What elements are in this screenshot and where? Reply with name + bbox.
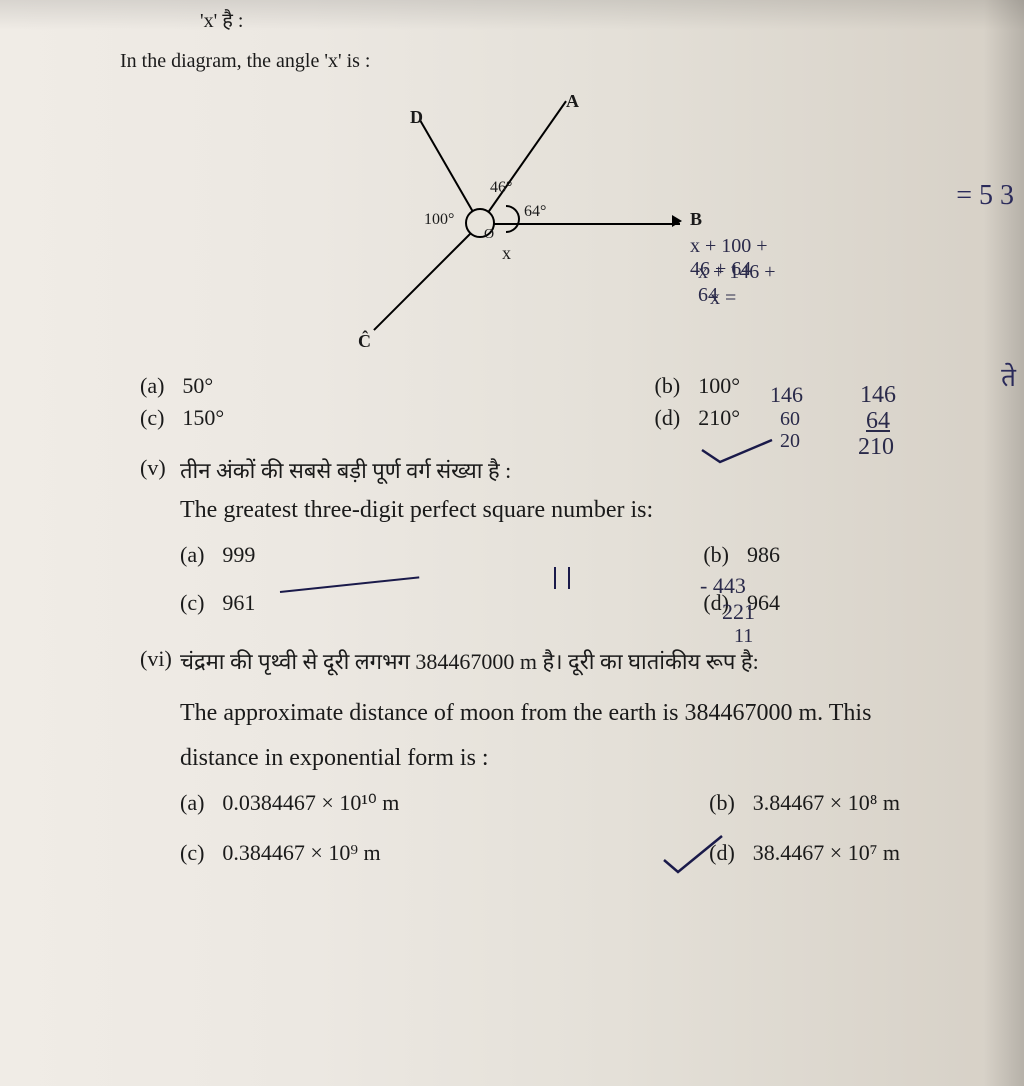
q6-row2: (c) 0.384467 × 10⁹ m (d)38.4467 × 10⁷ m bbox=[180, 840, 960, 866]
bracket1 bbox=[554, 567, 556, 589]
opt-letter: (d) bbox=[655, 405, 681, 431]
q6-opt-b: (b) 3.84467 × 10⁸ m bbox=[709, 790, 900, 816]
hw-col1-c: 20 bbox=[780, 430, 800, 453]
opt-val: 0.384467 × 10⁹ m bbox=[222, 840, 380, 866]
q5-row2: (c)961 (d)964 bbox=[180, 590, 880, 616]
margin-eq: = 5 3 bbox=[956, 180, 1014, 212]
ray-d bbox=[419, 120, 481, 225]
opt-val: 986 bbox=[747, 542, 780, 568]
hw-line3: x = bbox=[710, 287, 736, 310]
bracket2 bbox=[568, 567, 570, 589]
arrow-b bbox=[672, 215, 682, 227]
opt-letter: (a) bbox=[180, 542, 204, 568]
q6-row1: (a) 0.0384467 × 10¹⁰ m (b) 3.84467 × 10⁸ m bbox=[180, 790, 960, 816]
right-edge bbox=[984, 0, 1024, 1086]
checkmark-b bbox=[660, 832, 730, 882]
q6-label: (vi) bbox=[140, 646, 172, 672]
angle-diagram: B A D Ĉ 46° 64° 100° x O x + 100 + 46 + … bbox=[280, 83, 780, 363]
opt-letter: (b) bbox=[703, 542, 729, 568]
label-a: A bbox=[566, 91, 579, 112]
q5-hindi: तीन अंकों की सबसे बड़ी पूर्ण वर्ग संख्या… bbox=[180, 455, 964, 485]
opt-val: 3.84467 × 10⁸ m bbox=[753, 790, 900, 816]
q4-opt-d: (d) 210° bbox=[655, 405, 740, 431]
opt-val: 50° bbox=[182, 373, 213, 399]
opt-letter: (a) bbox=[140, 373, 164, 399]
q5-opt-a: (a) 999 bbox=[180, 542, 255, 568]
opt-letter: (c) bbox=[140, 405, 164, 431]
q4-intro: In the diagram, the angle 'x' is : bbox=[120, 50, 964, 73]
opt-letter: (b) bbox=[655, 373, 681, 399]
q4-opt-a: (a) 50° bbox=[140, 373, 213, 399]
angle-x: x bbox=[502, 243, 511, 264]
q6-opt-a: (a) 0.0384467 × 10¹⁰ m bbox=[180, 790, 399, 816]
opt-letter: (b) bbox=[709, 790, 735, 816]
label-c-hw: Ĉ bbox=[358, 331, 371, 352]
hw-col1-a: 146 bbox=[770, 382, 803, 408]
hw-col2-b: 64 bbox=[866, 408, 890, 435]
label-b: B bbox=[690, 209, 702, 230]
opt-letter: (c) bbox=[180, 590, 204, 616]
hw-443: - 443 bbox=[700, 573, 746, 599]
opt-val: 38.4467 × 10⁷ m bbox=[753, 840, 900, 866]
opt-val: 210° bbox=[698, 405, 740, 431]
opt-val: 999 bbox=[222, 542, 255, 568]
margin-te: ते bbox=[1001, 358, 1016, 394]
opt-letter: (c) bbox=[180, 840, 204, 866]
q4-opt-b: (b) 100° bbox=[655, 373, 740, 399]
hw-col1-b: 60 bbox=[780, 408, 800, 431]
opt-val: 0.0384467 × 10¹⁰ m bbox=[222, 790, 399, 816]
hw-11: 11 bbox=[734, 625, 753, 648]
q6-english-1: The approximate distance of moon from th… bbox=[180, 700, 964, 727]
q5-opt-c: (c) 961 bbox=[180, 590, 255, 616]
q5-opt-b: (b) 986 bbox=[703, 542, 780, 568]
angle-100: 100° bbox=[424, 211, 454, 229]
header-fragment: 'x' है : bbox=[200, 6, 243, 33]
hw-col2-a: 146 bbox=[860, 382, 896, 409]
q5-row1: (a) 999 (b) 986 bbox=[180, 542, 880, 568]
center-label: O bbox=[484, 227, 494, 243]
angle-bracket bbox=[506, 205, 520, 233]
q6-hindi: चंद्रमा की पृथ्वी से दूरी लगभग 384467000… bbox=[180, 646, 964, 676]
opt-letter: (a) bbox=[180, 790, 204, 816]
q6-english-2: distance in exponential form is : bbox=[180, 745, 964, 772]
label-d: D bbox=[410, 107, 423, 128]
q5-english: The greatest three-digit perfect square … bbox=[180, 497, 964, 524]
ray-c bbox=[373, 223, 480, 330]
q5-label: (v) bbox=[140, 455, 166, 481]
opt-val: 961 bbox=[222, 590, 255, 616]
opt-val: 100° bbox=[698, 373, 740, 399]
angle-46: 46° bbox=[490, 179, 512, 197]
q6-opt-d: (d)38.4467 × 10⁷ m bbox=[709, 840, 900, 866]
angle-64: 64° bbox=[524, 203, 546, 221]
hw-221: 221 bbox=[722, 599, 755, 625]
top-shadow bbox=[0, 0, 1024, 30]
q6-opt-c: (c) 0.384467 × 10⁹ m bbox=[180, 840, 381, 866]
page: 'x' है : In the diagram, the angle 'x' i… bbox=[0, 0, 1024, 1086]
opt-val: 150° bbox=[182, 405, 224, 431]
q4-opt-c: (c) 150° bbox=[140, 405, 224, 431]
